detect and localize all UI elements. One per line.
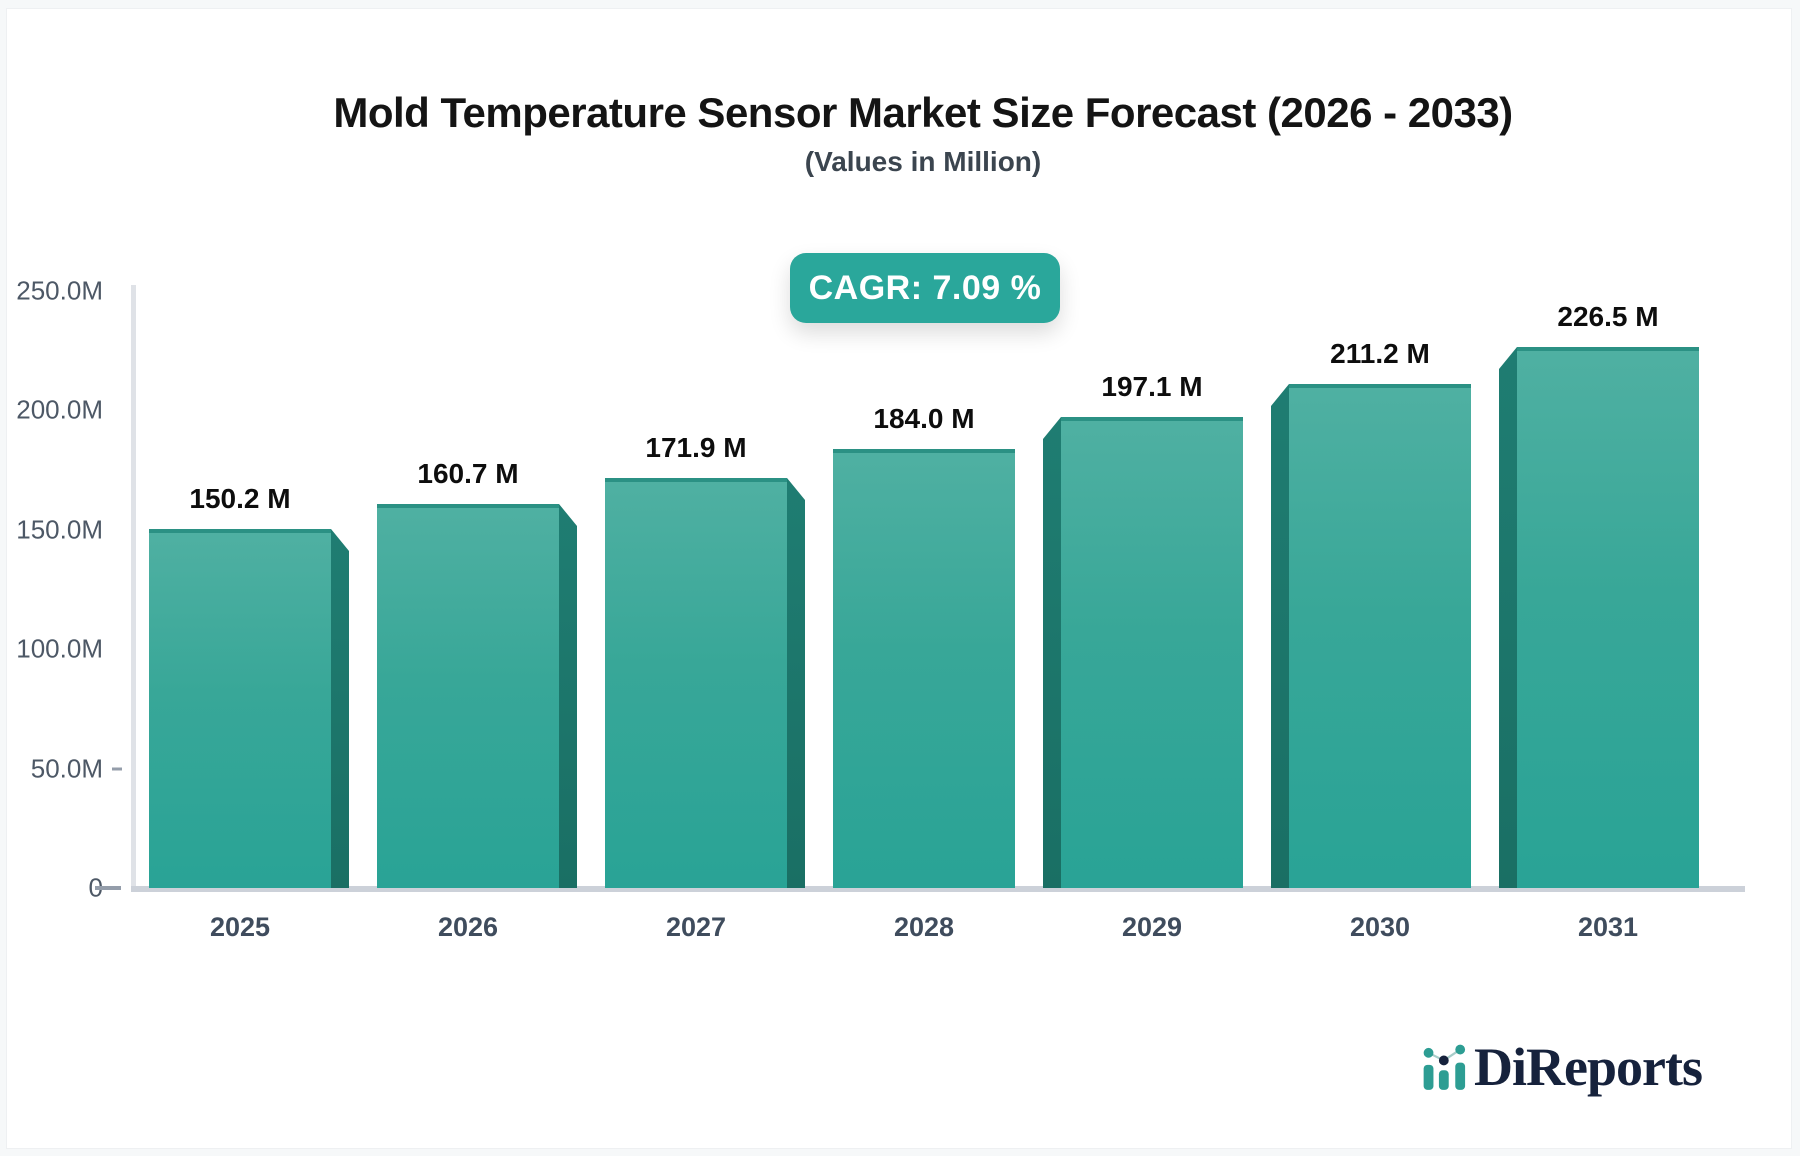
bar-chart-logo-icon (1423, 1044, 1466, 1090)
bar-side-face (331, 529, 349, 888)
bar-front-face (377, 504, 559, 888)
y-axis-label: 250.0M (16, 275, 103, 306)
bar-front-face (1517, 347, 1699, 888)
bar-front-face (1061, 417, 1243, 888)
bar-side-face (787, 478, 805, 888)
bar-side-face (559, 504, 577, 888)
bar (1043, 417, 1243, 888)
y-axis-label: 150.0M (16, 514, 103, 545)
y-axis-label: 50.0M (30, 753, 103, 784)
bar (1271, 384, 1471, 888)
bar-value-label: 197.1 M (1101, 371, 1203, 402)
y-axis-tick (95, 886, 121, 890)
bar (377, 504, 577, 888)
chart-subtitle: (Values in Million) (804, 146, 1042, 177)
brand-logo-text: DiReports (1474, 1037, 1703, 1097)
cagr-badge-label: CAGR: 7.09 % (808, 268, 1042, 307)
x-axis-label: 2029 (1121, 912, 1183, 942)
bar-side-face (1499, 347, 1517, 888)
bar (1499, 347, 1699, 888)
bar-front-face (1289, 384, 1471, 888)
bar-front-face (833, 449, 1015, 888)
bar-value-label: 160.7 M (417, 458, 519, 489)
y-axis-tick (112, 767, 122, 771)
bar-front-face (605, 478, 787, 888)
bar (149, 529, 349, 888)
bar-side-face (1271, 384, 1289, 888)
x-axis-label: 2026 (437, 912, 499, 942)
brand-logo: DiReports (1422, 1037, 1703, 1097)
y-axis-line (131, 285, 136, 891)
chart-header: Mold Temperature Sensor Market Size Fore… (131, 88, 1715, 178)
cagr-badge: CAGR: 7.09 % (790, 253, 1060, 323)
chart-title: Mold Temperature Sensor Market Size Fore… (333, 89, 1513, 136)
y-axis-label: 100.0M (16, 633, 103, 664)
x-axis-label: 2028 (893, 912, 955, 942)
x-axis-label: 2031 (1577, 912, 1639, 942)
bar-value-label: 226.5 M (1557, 301, 1659, 332)
bar-value-label: 211.2 M (1330, 338, 1430, 369)
bar (605, 478, 805, 888)
y-axis-label: 200.0M (16, 394, 103, 425)
x-axis-label: 2030 (1349, 912, 1411, 942)
bar-value-label: 184.0 M (873, 403, 975, 434)
bar (833, 449, 1015, 888)
bar-value-label: 150.2 M (189, 483, 291, 514)
bar-front-face (149, 529, 331, 888)
y-axis-label: 0 (0, 873, 103, 904)
x-axis-label: 2027 (665, 912, 727, 942)
x-axis-label: 2025 (209, 912, 271, 942)
x-axis-line (131, 886, 1745, 892)
bar-value-label: 171.9 M (645, 432, 747, 463)
bar-side-face (1043, 417, 1061, 888)
